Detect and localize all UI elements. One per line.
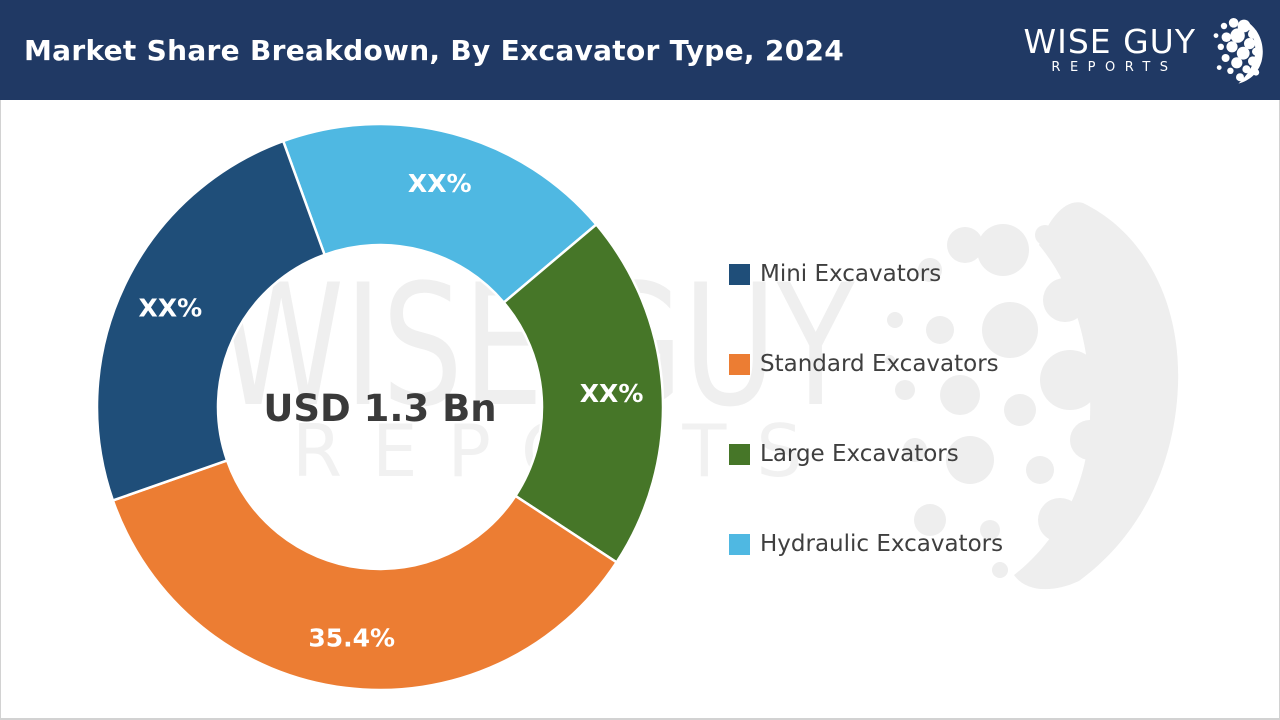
- donut-slice-labels: XX% XX% 35.4% XX%: [139, 169, 644, 652]
- legend-item: Hydraulic Excavators: [729, 531, 1004, 557]
- legend-item: Standard Excavators: [729, 351, 1003, 377]
- center-value-label: USD 1.3 Bn: [263, 387, 496, 430]
- legend-label: Mini Excavators: [760, 261, 942, 287]
- legend-swatch: [729, 534, 750, 555]
- donut-slices: [95, 122, 665, 692]
- legend-label: Standard Excavators: [760, 351, 999, 377]
- legend-item: Large Excavators: [729, 441, 1003, 467]
- legend-label: Large Excavators: [760, 441, 959, 467]
- brand-logo-tagline: REPORTS: [1051, 60, 1178, 76]
- donut-segment: [111, 459, 618, 692]
- donut-segment: [502, 223, 665, 564]
- donut-segment: [281, 122, 598, 304]
- legend-item: Mini Excavators: [729, 261, 1003, 287]
- watermark-face-dots-icon: [885, 202, 1179, 590]
- legend-swatch: [729, 444, 750, 465]
- legend-label: Hydraulic Excavators: [760, 531, 1004, 557]
- legend-swatch: [729, 264, 750, 285]
- chart-legend: Mini Excavators Standard Excavators Large …: [729, 261, 1004, 624]
- legend-swatch: [729, 354, 750, 375]
- segment-value-label: XX%: [408, 169, 472, 198]
- brand-logo: WISE GUY REPORTS: [1023, 10, 1264, 90]
- page-title: Market Share Breakdown, By Excavator Typ…: [24, 33, 845, 67]
- brand-logo-face-icon: [1213, 18, 1263, 84]
- donut-segment: [95, 139, 326, 502]
- donut-chart: XX% XX% 35.4% XX% USD 1.3 Bn: [95, 122, 665, 692]
- segment-value-label: XX%: [139, 294, 203, 323]
- brand-logo-text: WISE GUY REPORTS: [1023, 21, 1196, 76]
- segment-value-label: XX%: [580, 379, 644, 408]
- brand-logo-name: WISE GUY: [1023, 21, 1196, 61]
- segment-value-label: 35.4%: [308, 623, 395, 652]
- header-bar: Market Share Breakdown, By Excavator Typ…: [0, 0, 1280, 100]
